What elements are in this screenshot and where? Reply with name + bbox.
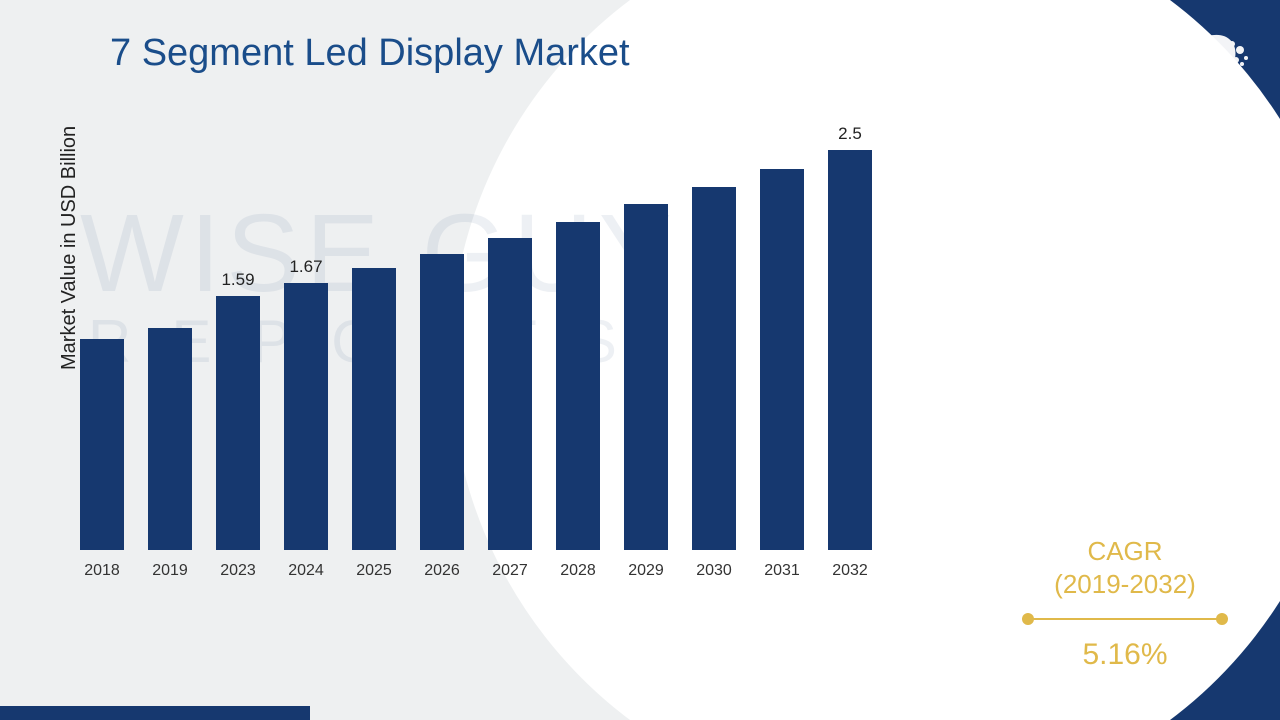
bar	[624, 204, 668, 550]
bar-value-label: 1.59	[208, 270, 268, 290]
bar	[284, 283, 328, 550]
x-tick: 2025	[344, 562, 404, 580]
x-tick: 2031	[752, 562, 812, 580]
x-tick: 2018	[72, 562, 132, 580]
x-tick: 2026	[412, 562, 472, 580]
bar-value-label: 2.5	[820, 124, 880, 144]
bar	[80, 339, 124, 550]
cagr-range: (2019-2032)	[1000, 568, 1250, 601]
cagr-separator	[1028, 612, 1222, 626]
chart-title: 7 Segment Led Display Market	[110, 32, 630, 75]
chart-card: WISE GUY REPORTS 7 Segment Led Display M…	[0, 0, 1280, 720]
cagr-title: CAGR	[1000, 535, 1250, 568]
bar	[216, 296, 260, 550]
brand-line1: WISE GUY	[1000, 38, 1180, 116]
x-tick: 2028	[548, 562, 608, 580]
x-tick: 2023	[208, 562, 268, 580]
brand-line2: R E P O R T S	[1000, 114, 1180, 150]
bar	[420, 254, 464, 550]
bar	[692, 187, 736, 550]
bar	[352, 268, 396, 550]
brand-head-icon	[1188, 30, 1252, 94]
plot-area: 1.591.672.5	[80, 150, 900, 550]
bar	[760, 169, 804, 550]
bar	[828, 150, 872, 550]
x-tick: 2024	[276, 562, 336, 580]
footer-accent-bar	[0, 706, 310, 720]
x-tick: 2030	[684, 562, 744, 580]
bar	[488, 238, 532, 550]
cagr-block: CAGR (2019-2032) 5.16%	[1000, 535, 1250, 672]
bar-chart: 1.591.672.5 2018201920232024202520262027…	[80, 150, 900, 580]
x-tick: 2029	[616, 562, 676, 580]
x-tick: 2032	[820, 562, 880, 580]
x-tick: 2027	[480, 562, 540, 580]
y-axis-label: Market Value in USD Billion	[58, 126, 81, 370]
bar	[148, 328, 192, 550]
x-tick: 2019	[140, 562, 200, 580]
cagr-value: 5.16%	[1000, 638, 1250, 672]
bar-value-label: 1.67	[276, 257, 336, 277]
bar	[556, 222, 600, 550]
